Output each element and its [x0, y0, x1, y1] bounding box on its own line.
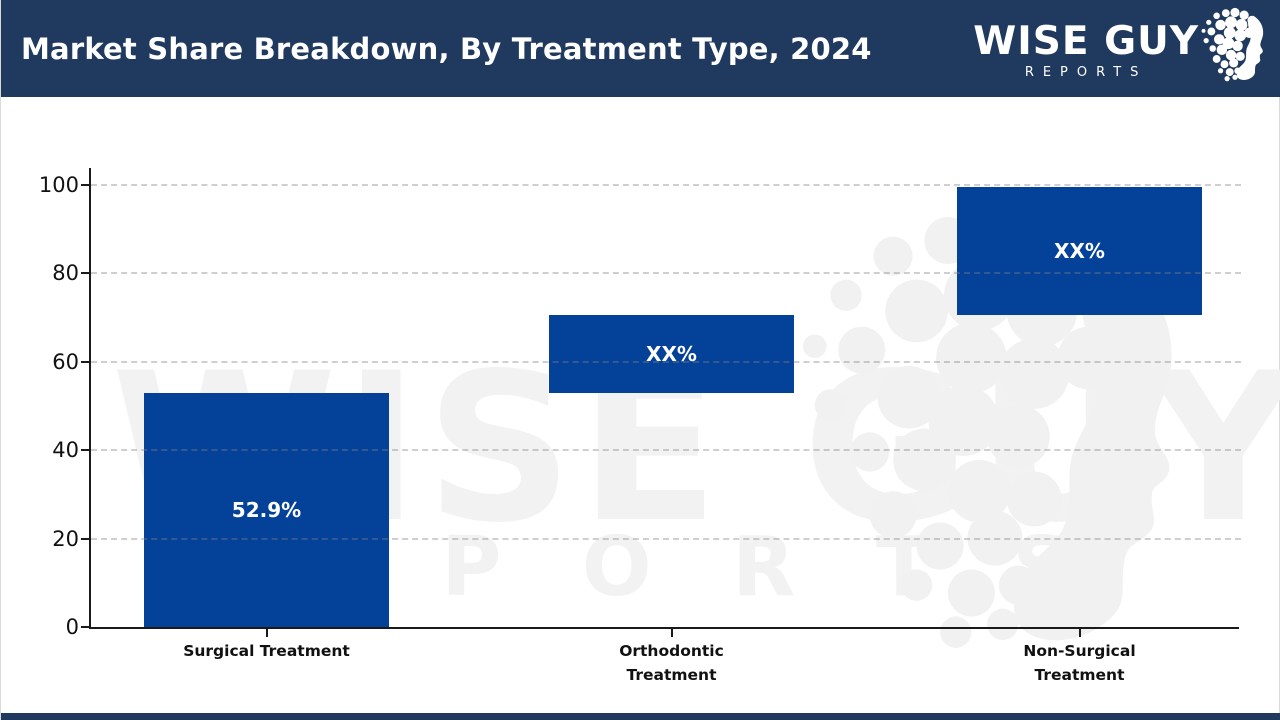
bar-orthodontic-treatment [549, 314, 794, 393]
y-tick-40 [81, 449, 89, 452]
logo-wordmark: WISE GUY [973, 19, 1199, 64]
chart-title: Market Share Breakdown, By Treatment Typ… [21, 31, 872, 66]
bar-surgical-treatment [144, 393, 389, 627]
gridline-40 [91, 449, 1241, 452]
y-axis-line [89, 168, 91, 629]
category-label-2: Orthodontic Treatment [619, 642, 724, 685]
wise-guy-reports-logo: WISE GUY REPORTS [973, 0, 1271, 97]
x-tick-2 [670, 629, 673, 637]
y-tick-label-60: 60 [52, 349, 79, 374]
y-tick-60 [81, 360, 89, 363]
x-tick-3 [1078, 629, 1081, 637]
footer-bar [1, 713, 1280, 720]
x-tick-1 [265, 629, 268, 637]
y-tick-0 [81, 626, 89, 628]
y-tick-label-0: 0 [65, 615, 79, 639]
gridline-80 [91, 272, 1241, 275]
dotted-head-logo-icon [1201, 7, 1264, 82]
gridline-20 [91, 537, 1241, 540]
y-tick-label-40: 40 [52, 438, 79, 463]
category-label-1: Surgical Treatment [183, 642, 350, 660]
title-banner: Market Share Breakdown, By Treatment Typ… [1, 0, 1280, 97]
gridline-100 [91, 184, 1241, 186]
logo-subtext: REPORTS [1024, 65, 1148, 80]
y-tick-100 [81, 184, 89, 186]
y-tick-label-80: 80 [52, 261, 79, 286]
gridline-60 [91, 360, 1241, 363]
bar-value-label: XX% [1054, 239, 1105, 264]
bar-non-surgical-treatment [957, 187, 1202, 315]
y-tick-20 [81, 537, 89, 540]
category-label-3: Non-Surgical Treatment [1023, 642, 1136, 685]
y-tick-80 [81, 272, 89, 275]
x-axis-line [89, 627, 1239, 629]
bar-value-label: 52.9% [231, 498, 302, 523]
y-tick-label-20: 20 [52, 526, 79, 551]
y-tick-label-100: 100 [38, 173, 79, 197]
bar-value-label: XX% [646, 341, 697, 366]
logo-text: WISE GUY REPORTS [973, 22, 1199, 80]
